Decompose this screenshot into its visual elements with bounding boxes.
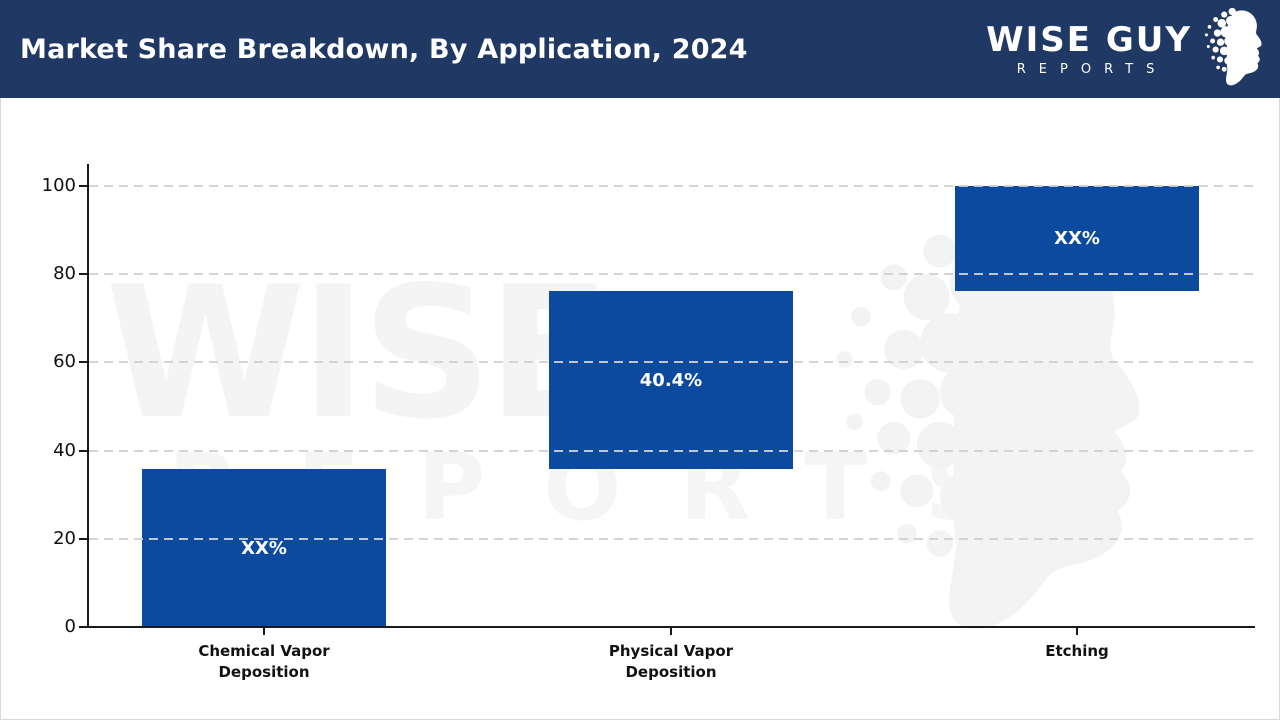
y-tick-60	[79, 361, 87, 364]
x-category-label: Chemical Vapor Deposition	[198, 642, 330, 681]
bar-etching: XX%	[955, 186, 1199, 291]
y-tick-label-20: 20	[53, 527, 76, 549]
brand-logo: WISE GUY REPORTS	[986, 6, 1280, 92]
bar-physical-vapor-deposition: 40.4%	[549, 290, 793, 470]
watermark-wise: WISE	[105, 247, 611, 459]
brand-name: WISE GUY	[986, 19, 1192, 60]
brand-logo-text: WISE GUY REPORTS	[986, 23, 1192, 76]
bar-value-label: XX%	[1054, 227, 1100, 249]
y-tick-80	[79, 273, 87, 276]
gridline-80	[89, 273, 1254, 276]
x-tick-1	[670, 628, 672, 635]
y-tick-label-80: 80	[53, 263, 76, 285]
y-tick-0	[79, 626, 87, 628]
gridline-100	[89, 185, 1254, 187]
bar-value-label: XX%	[241, 537, 287, 559]
y-tick-label-60: 60	[53, 351, 76, 373]
y-tick-40	[79, 449, 87, 452]
gridline-60	[89, 361, 1254, 364]
gridline-20	[89, 537, 1254, 540]
y-axis-line	[87, 164, 89, 628]
x-axis-line	[87, 626, 1255, 628]
gridline-40	[89, 449, 1254, 452]
bar-chemical-vapor-deposition: XX%	[142, 469, 386, 627]
x-category-label: Physical Vapor Deposition	[608, 642, 734, 681]
y-tick-label-0: 0	[64, 616, 76, 637]
y-tick-100	[79, 185, 87, 187]
bar-value-label: 40.4%	[639, 369, 703, 391]
dotted-head-icon	[1196, 6, 1266, 92]
y-tick-label-100: 100	[41, 175, 76, 196]
y-tick-20	[79, 537, 87, 540]
page-title: Market Share Breakdown, By Application, …	[20, 33, 748, 65]
x-tick-2	[1076, 628, 1078, 635]
header-bar: Market Share Breakdown, By Application, …	[0, 0, 1280, 98]
y-tick-label-40: 40	[53, 439, 76, 461]
brand-subname: REPORTS	[1016, 61, 1168, 77]
x-category-label: Etching	[1045, 642, 1109, 660]
x-tick-0	[263, 628, 265, 635]
